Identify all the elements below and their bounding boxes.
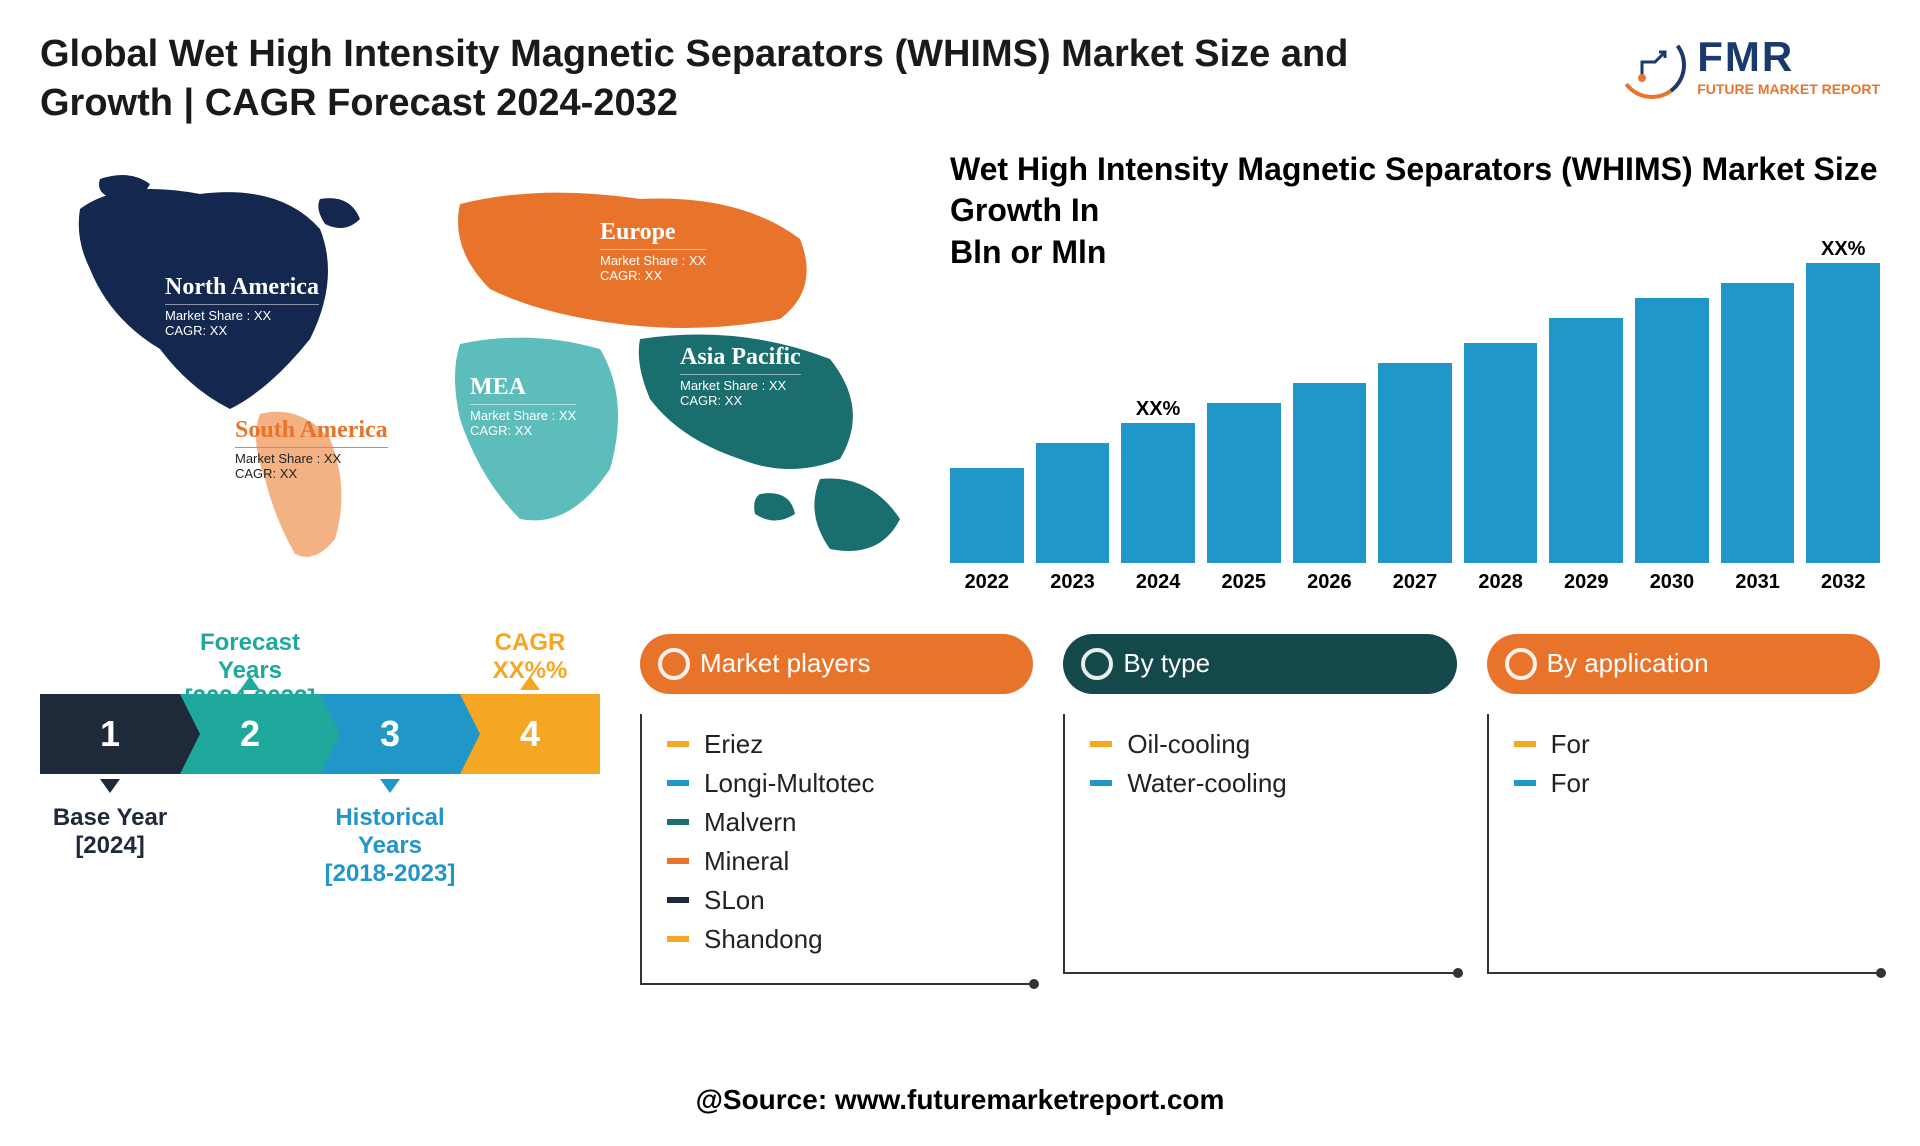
bar-year-label: 2030	[1650, 571, 1695, 594]
category-item-text: For	[1551, 729, 1590, 760]
category-item: Mineral	[667, 846, 1033, 877]
label-mea: MEA Market Share : XXCAGR: XX	[470, 374, 576, 438]
bullet-icon	[667, 819, 689, 825]
bullet-icon	[667, 858, 689, 864]
bullet-icon	[667, 780, 689, 786]
category-item: For	[1514, 729, 1880, 760]
category-item: Oil-cooling	[1090, 729, 1456, 760]
bullet-icon	[667, 897, 689, 903]
source-text: @Source: www.futuremarketreport.com	[696, 1084, 1225, 1116]
label-north-america: North America Market Share : XXCAGR: XX	[165, 274, 319, 338]
bar-year-label: 2023	[1050, 571, 1095, 594]
label-south-america: South America Market Share : XXCAGR: XX	[235, 417, 388, 481]
bar-year-label: 2028	[1478, 571, 1523, 594]
bullet-icon	[1514, 741, 1536, 747]
bullet-icon	[1090, 780, 1112, 786]
bar-2030: 2030	[1635, 298, 1709, 594]
chart-title: Wet High Intensity Magnetic Separators (…	[950, 149, 1880, 274]
bar-annotation: XX%	[1136, 398, 1180, 421]
arrow-down-icon	[380, 779, 400, 793]
arrow-up-icon	[520, 676, 540, 690]
bar-2029: 2029	[1549, 318, 1623, 594]
bullet-icon	[1514, 780, 1536, 786]
category-header: By application	[1487, 634, 1880, 694]
timeline-segment-1: 1	[40, 694, 180, 774]
category-list: Eriez Longi-Multotec Malvern Mineral SLon Sha…	[640, 714, 1033, 985]
category-item-text: Longi-Multotec	[704, 768, 875, 799]
bar-chart: Wet High Intensity Magnetic Separators (…	[950, 149, 1880, 594]
category-item: Shandong	[667, 924, 1033, 955]
category-header: By type	[1063, 634, 1456, 694]
page-title: Global Wet High Intensity Magnetic Separ…	[40, 30, 1440, 129]
category-item-text: Shandong	[704, 924, 823, 955]
bar-year-label: 2025	[1221, 571, 1266, 594]
bar-year-label: 2031	[1735, 571, 1780, 594]
category-column: By application For For	[1487, 634, 1880, 985]
category-item: SLon	[667, 885, 1033, 916]
world-map: North America Market Share : XXCAGR: XX …	[40, 149, 920, 569]
bar-annotation: XX%	[1821, 238, 1865, 261]
category-list: Oil-cooling Water-cooling	[1063, 714, 1456, 974]
label-asia-pacific: Asia Pacific Market Share : XXCAGR: XX	[680, 344, 801, 408]
category-item-text: Eriez	[704, 729, 763, 760]
bullet-icon	[667, 741, 689, 747]
timeline-segment-4: 4	[460, 694, 600, 774]
category-item-text: Malvern	[704, 807, 796, 838]
bullet-icon	[1090, 741, 1112, 747]
logo-main-text: FMR	[1697, 33, 1880, 81]
category-item-text: SLon	[704, 885, 765, 916]
bar-year-label: 2022	[965, 571, 1010, 594]
category-item: For	[1514, 768, 1880, 799]
category-item-text: Oil-cooling	[1127, 729, 1250, 760]
logo: FMR FUTURE MARKET REPORT	[1617, 30, 1880, 100]
bar-2032: XX%2032	[1806, 263, 1880, 594]
timeline-label-3: Historical Years[2018-2023]	[320, 804, 460, 888]
category-item: Water-cooling	[1090, 768, 1456, 799]
bar-2025: 2025	[1207, 403, 1281, 594]
arrow-down-icon	[100, 779, 120, 793]
category-column: Market players Eriez Longi-Multotec Malvern…	[640, 634, 1033, 985]
bar-year-label: 2024	[1136, 571, 1181, 594]
timeline-segment-2: 2	[180, 694, 320, 774]
category-item: Longi-Multotec	[667, 768, 1033, 799]
bar-year-label: 2027	[1393, 571, 1438, 594]
logo-sub-text: FUTURE MARKET REPORT	[1697, 81, 1880, 97]
timeline-segment-3: 3	[320, 694, 460, 774]
bar-2023: 2023	[1036, 443, 1110, 594]
category-item-text: For	[1551, 768, 1590, 799]
arrow-up-icon	[240, 676, 260, 690]
bar-2031: 2031	[1721, 283, 1795, 594]
bar-2028: 2028	[1464, 343, 1538, 594]
bullet-icon	[667, 936, 689, 942]
bar-year-label: 2026	[1307, 571, 1352, 594]
bar-year-label: 2032	[1821, 571, 1866, 594]
bar-2022: 2022	[950, 468, 1024, 594]
bar-2027: 2027	[1378, 363, 1452, 594]
bar-year-label: 2029	[1564, 571, 1609, 594]
timeline-label-1: Base Year[2024]	[40, 804, 180, 860]
category-item-text: Water-cooling	[1127, 768, 1286, 799]
category-list: For For	[1487, 714, 1880, 974]
category-column: By type Oil-cooling Water-cooling	[1063, 634, 1456, 985]
category-header: Market players	[640, 634, 1033, 694]
category-item-text: Mineral	[704, 846, 789, 877]
bar-2026: 2026	[1293, 383, 1367, 594]
logo-icon	[1617, 30, 1687, 100]
label-europe: Europe Market Share : XXCAGR: XX	[600, 219, 706, 283]
timeline: Forecast Years[2024-2032]CAGRXX%%1234 Ba…	[40, 634, 600, 985]
category-item: Eriez	[667, 729, 1033, 760]
bar-2024: XX%2024	[1121, 423, 1195, 594]
category-item: Malvern	[667, 807, 1033, 838]
